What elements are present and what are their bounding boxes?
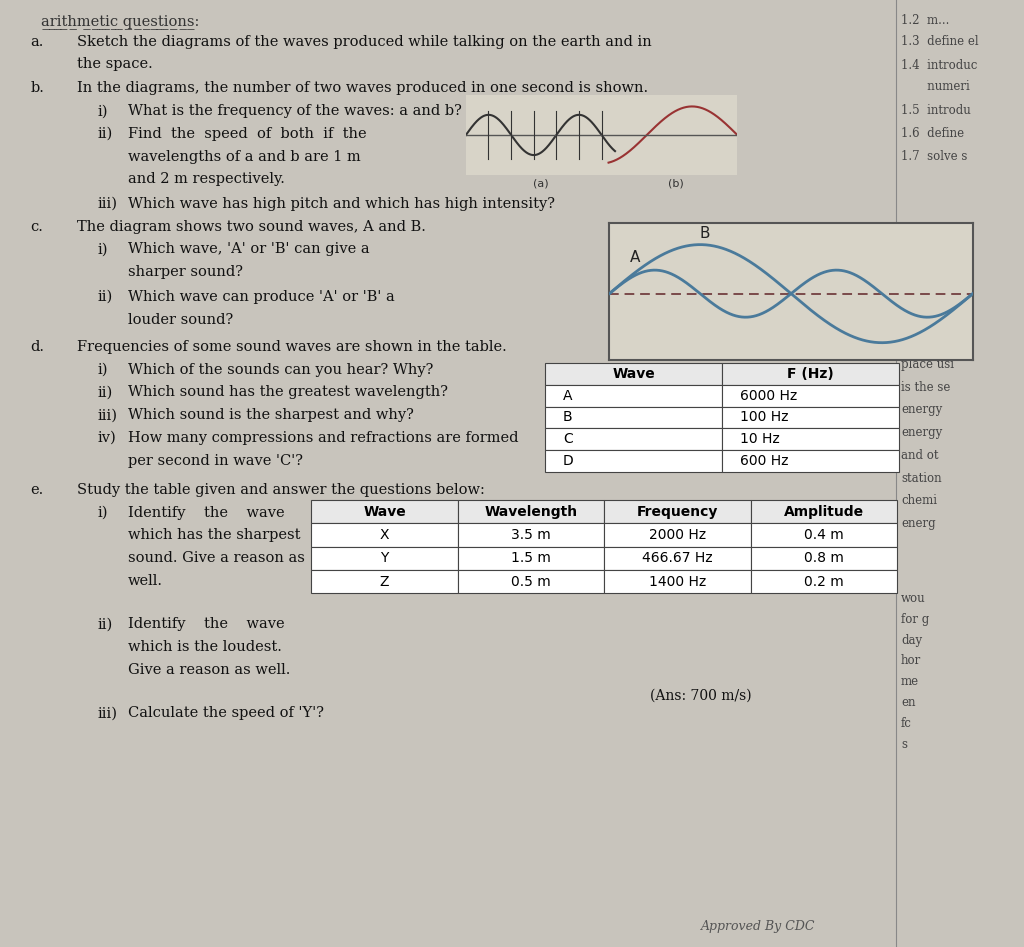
Text: Which wave, 'A' or 'B' can give a: Which wave, 'A' or 'B' can give a xyxy=(128,242,370,257)
Text: 1.6  define: 1.6 define xyxy=(901,127,965,140)
Text: Which wave can produce 'A' or 'B' a: Which wave can produce 'A' or 'B' a xyxy=(128,290,394,304)
Text: numeri: numeri xyxy=(901,80,970,93)
Text: Which sound is the sharpest and why?: Which sound is the sharpest and why? xyxy=(128,408,414,422)
Text: which is the loudest.: which is the loudest. xyxy=(128,640,282,654)
Text: A: A xyxy=(630,250,640,265)
Text: energy to: energy to xyxy=(901,314,957,328)
Text: is the se: is the se xyxy=(901,381,950,394)
Text: b.: b. xyxy=(31,81,45,96)
Text: me: me xyxy=(901,675,920,688)
Text: 1.2  m...: 1.2 m... xyxy=(901,14,949,27)
Text: i): i) xyxy=(97,242,108,257)
Text: sound. Give a reason as: sound. Give a reason as xyxy=(128,551,305,565)
Text: (Ans: 700 m/s): (Ans: 700 m/s) xyxy=(650,688,752,703)
Text: i): i) xyxy=(97,104,108,118)
Text: wou: wou xyxy=(901,592,926,605)
Text: Which sound has the greatest wavelength?: Which sound has the greatest wavelength? xyxy=(128,385,449,400)
Text: s: s xyxy=(901,738,907,751)
Text: well.: well. xyxy=(128,574,163,588)
Text: energy: energy xyxy=(901,403,942,417)
Text: d.: d. xyxy=(31,340,45,354)
Text: for g: for g xyxy=(901,613,930,626)
Text: i): i) xyxy=(97,506,108,520)
Text: i): i) xyxy=(97,363,108,377)
Text: Electr: Electr xyxy=(901,294,937,307)
Text: Give a reason as well.: Give a reason as well. xyxy=(128,663,291,677)
Text: Identify    the    wave: Identify the wave xyxy=(128,617,285,632)
Text: The diagram shows two sound waves, A and B.: The diagram shows two sound waves, A and… xyxy=(77,220,426,234)
Text: hor: hor xyxy=(901,654,922,668)
Text: ii): ii) xyxy=(97,290,113,304)
Text: ii): ii) xyxy=(97,617,113,632)
Text: en: en xyxy=(901,696,915,709)
Text: 1.4  introduc: 1.4 introduc xyxy=(901,59,978,72)
Text: (a): (a) xyxy=(532,179,549,189)
Text: c.: c. xyxy=(31,220,44,234)
Text: Calculate the speed of 'Y'?: Calculate the speed of 'Y'? xyxy=(128,706,324,721)
Text: and ot: and ot xyxy=(901,449,939,462)
Text: can be tr: can be tr xyxy=(901,335,954,348)
Text: Frequencies of some sound waves are shown in the table.: Frequencies of some sound waves are show… xyxy=(77,340,507,354)
Text: 1.7  solve s: 1.7 solve s xyxy=(901,150,968,163)
Text: Which of the sounds can you hear? Why?: Which of the sounds can you hear? Why? xyxy=(128,363,433,377)
Text: place usi: place usi xyxy=(901,358,954,371)
Text: iii): iii) xyxy=(97,706,118,721)
Text: ii): ii) xyxy=(97,127,113,141)
Text: Find  the  speed  of  both  if  the: Find the speed of both if the xyxy=(128,127,367,141)
Text: a̲r̲i̲t̲h̲m̲e̲t̲i̲c̲ ̲q̲u̲e̲s̲t̲i̲o̲n̲s̲:: a̲r̲i̲t̲h̲m̲e̲t̲i̲c̲ ̲q̲u̲e̲s̲t̲i̲o̲n̲s̲… xyxy=(41,14,200,29)
Text: How many compressions and refractions are formed: How many compressions and refractions ar… xyxy=(128,431,518,445)
Text: energy: energy xyxy=(901,426,942,439)
Text: wavelengths of a and b are 1 m: wavelengths of a and b are 1 m xyxy=(128,150,360,164)
Text: sharper sound?: sharper sound? xyxy=(128,265,243,279)
Text: the space.: the space. xyxy=(77,57,153,71)
Text: Identify    the    wave: Identify the wave xyxy=(128,506,285,520)
Text: station: station xyxy=(901,472,942,485)
Text: What is the frequency of the waves: a and b?: What is the frequency of the waves: a an… xyxy=(128,104,462,118)
Text: Which wave has high pitch and which has high intensity?: Which wave has high pitch and which has … xyxy=(128,197,555,211)
Text: iv): iv) xyxy=(97,431,116,445)
Text: chemi: chemi xyxy=(901,494,937,508)
Text: louder sound?: louder sound? xyxy=(128,313,233,327)
Text: 1.5  introdu: 1.5 introdu xyxy=(901,104,971,117)
Text: Study the table given and answer the questions below:: Study the table given and answer the que… xyxy=(77,483,484,497)
Text: and 2 m respectively.: and 2 m respectively. xyxy=(128,172,285,187)
Text: Approved By CDC: Approved By CDC xyxy=(701,920,816,934)
Text: 1.3  define el: 1.3 define el xyxy=(901,35,979,48)
Text: e.: e. xyxy=(31,483,44,497)
Text: day: day xyxy=(901,634,923,647)
Text: (b): (b) xyxy=(669,179,684,189)
Text: B: B xyxy=(699,225,710,241)
Text: a.: a. xyxy=(31,35,44,49)
Text: Sketch the diagrams of the waves produced while talking on the earth and in: Sketch the diagrams of the waves produce… xyxy=(77,35,651,49)
Text: energ: energ xyxy=(901,517,936,530)
Text: In the diagrams, the number of two waves produced in one second is shown.: In the diagrams, the number of two waves… xyxy=(77,81,648,96)
Text: ii): ii) xyxy=(97,385,113,400)
Text: iii): iii) xyxy=(97,408,118,422)
Text: iii): iii) xyxy=(97,197,118,211)
Text: which has the sharpest: which has the sharpest xyxy=(128,528,300,543)
Text: per second in wave 'C'?: per second in wave 'C'? xyxy=(128,454,303,468)
Text: fc: fc xyxy=(901,717,912,730)
